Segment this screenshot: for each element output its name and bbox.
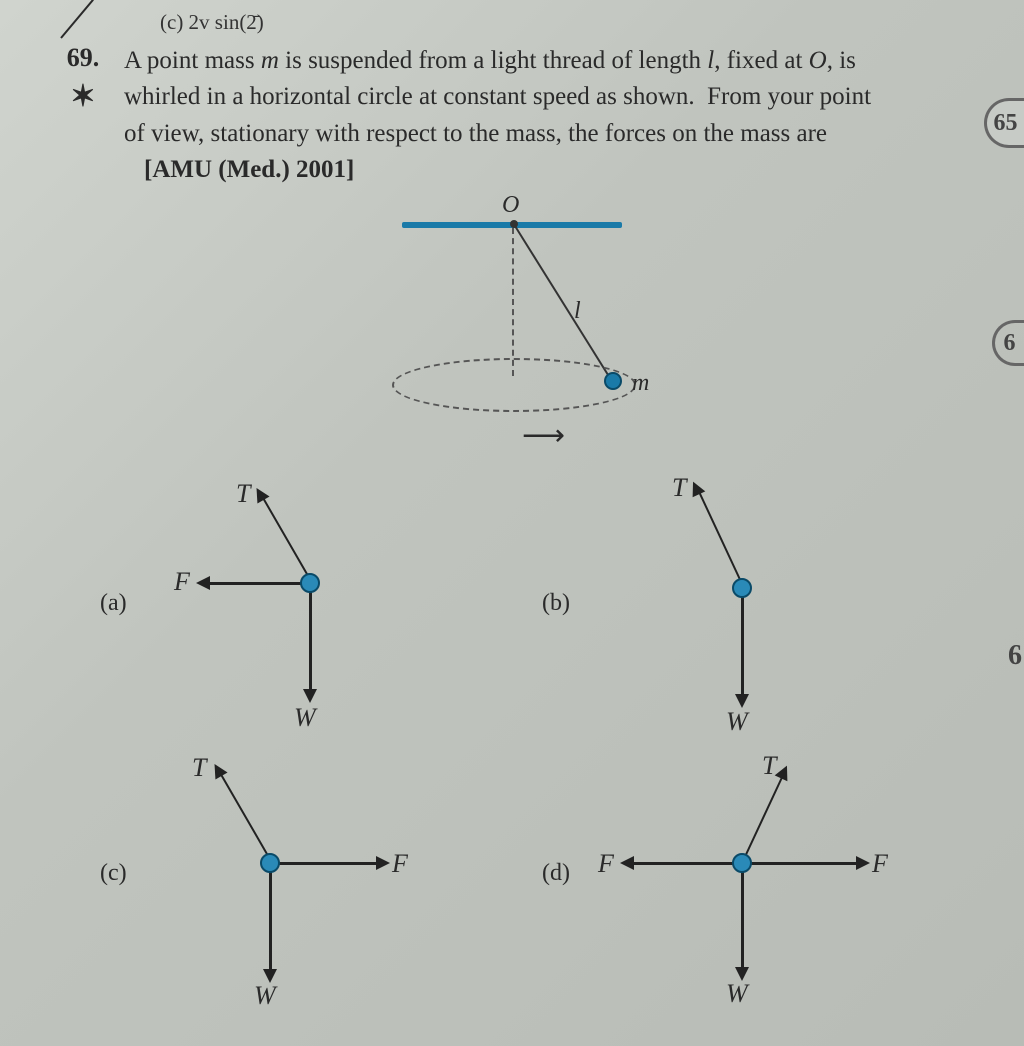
margin-6: 6	[1008, 640, 1022, 672]
label-T-a: T	[236, 479, 250, 509]
fbd-c: T F W	[160, 753, 420, 993]
label-T-b: T	[672, 473, 686, 503]
vec-T-a	[260, 494, 312, 582]
label-F1-d: F	[598, 849, 614, 879]
strike-mark	[60, 0, 94, 39]
vec-W-a	[309, 591, 312, 691]
arrow-T-c	[208, 760, 227, 779]
question-text: A point mass m is suspended from a light…	[124, 43, 884, 188]
arrow-W-b	[735, 694, 749, 708]
question-number: 69.	[67, 43, 100, 73]
option-d-label: (d)	[542, 860, 582, 887]
mass-dot-c	[260, 853, 280, 873]
circle-path	[392, 358, 636, 412]
motion-arrow: ⟶	[522, 418, 565, 453]
label-F-c: F	[392, 849, 408, 879]
arrow-T-b	[687, 479, 706, 498]
option-b: (b) T W	[542, 468, 944, 738]
page-badge-65: 65	[984, 98, 1024, 148]
mass-dot-a	[300, 573, 320, 593]
star-mark: ✶	[70, 79, 95, 114]
label-F2-d: F	[872, 849, 888, 879]
arrow-F1-d	[620, 856, 634, 870]
arrow-F-c	[376, 856, 390, 870]
question-number-column: 69. ✶	[60, 43, 106, 114]
option-c-label: (c)	[100, 860, 140, 887]
vertical-axis-dash	[512, 228, 514, 376]
label-W-a: W	[294, 703, 316, 733]
arrow-F-a	[196, 576, 210, 590]
vec-T-b	[696, 486, 744, 587]
arrow-T-a	[250, 484, 269, 503]
question-block: 69. ✶ A point mass m is suspended from a…	[60, 43, 984, 188]
label-T-d: T	[762, 751, 776, 781]
prev-option-fragment: (c) 2v sin(2̄)	[160, 10, 984, 35]
option-d: (d) T F F W	[542, 738, 944, 1008]
page: (c) 2v sin(2̄) 69. ✶ A point mass m is s…	[0, 0, 1024, 1046]
option-c: (c) T F W	[100, 738, 502, 1008]
label-W-c: W	[254, 981, 276, 1011]
fbd-d: T F F W	[602, 753, 862, 993]
vec-F-c	[278, 862, 378, 865]
question-number-text: 69.	[67, 43, 100, 72]
vec-F2-d	[750, 862, 858, 865]
mass-label: m	[632, 370, 649, 397]
length-label: l	[574, 298, 581, 325]
mass-dot-b	[732, 578, 752, 598]
page-badge-6: 6	[992, 320, 1024, 366]
vec-W-b	[741, 596, 744, 696]
option-a-label: (a)	[100, 590, 140, 617]
vec-F1-d	[632, 862, 740, 865]
vec-F-a	[208, 582, 308, 585]
vec-W-d	[741, 871, 744, 969]
option-a: (a) T F W	[100, 468, 502, 738]
label-F-a: F	[174, 567, 190, 597]
options-grid: (a) T F W (b)	[60, 468, 984, 1008]
label-W-b: W	[726, 707, 748, 737]
fbd-a: T F W	[160, 483, 420, 723]
fbd-b: T W	[602, 483, 862, 723]
mass-point	[604, 372, 622, 390]
arrow-F2-d	[856, 856, 870, 870]
source-citation: [AMU (Med.) 2001]	[144, 156, 354, 183]
vec-T-d	[742, 770, 786, 861]
option-b-label: (b)	[542, 590, 582, 617]
arrow-W-a	[303, 689, 317, 703]
o-label: O	[502, 192, 519, 219]
label-W-d: W	[726, 979, 748, 1009]
label-T-c: T	[192, 753, 206, 783]
vec-T-c	[218, 770, 272, 862]
vec-W-c	[269, 871, 272, 971]
mass-dot-d	[732, 853, 752, 873]
pendulum-diagram: O l m ⟶	[322, 198, 722, 458]
arrow-T-d	[775, 763, 794, 782]
